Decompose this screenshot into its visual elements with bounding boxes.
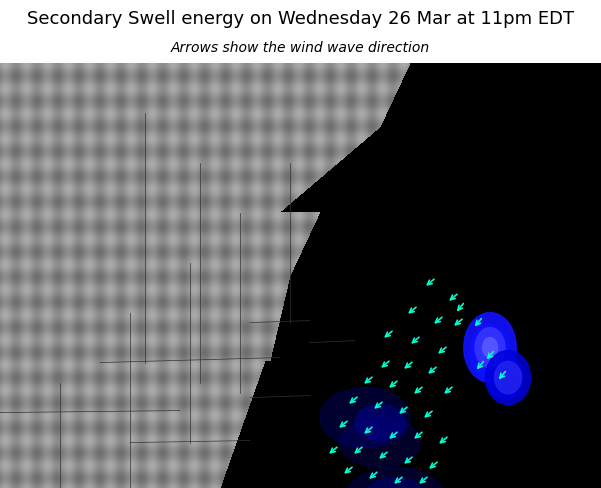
- Ellipse shape: [464, 313, 516, 383]
- Ellipse shape: [470, 325, 510, 381]
- Ellipse shape: [487, 356, 523, 400]
- Ellipse shape: [340, 418, 420, 468]
- Ellipse shape: [320, 388, 410, 447]
- Ellipse shape: [486, 351, 531, 405]
- Text: Secondary Swell energy on Wednesday 26 Mar at 11pm EDT: Secondary Swell energy on Wednesday 26 M…: [27, 10, 574, 28]
- Ellipse shape: [355, 405, 405, 441]
- Text: Arrows show the wind wave direction: Arrows show the wind wave direction: [171, 41, 430, 55]
- Ellipse shape: [345, 468, 445, 488]
- Ellipse shape: [365, 478, 425, 488]
- Ellipse shape: [495, 362, 522, 394]
- Ellipse shape: [483, 338, 498, 358]
- Ellipse shape: [475, 328, 505, 368]
